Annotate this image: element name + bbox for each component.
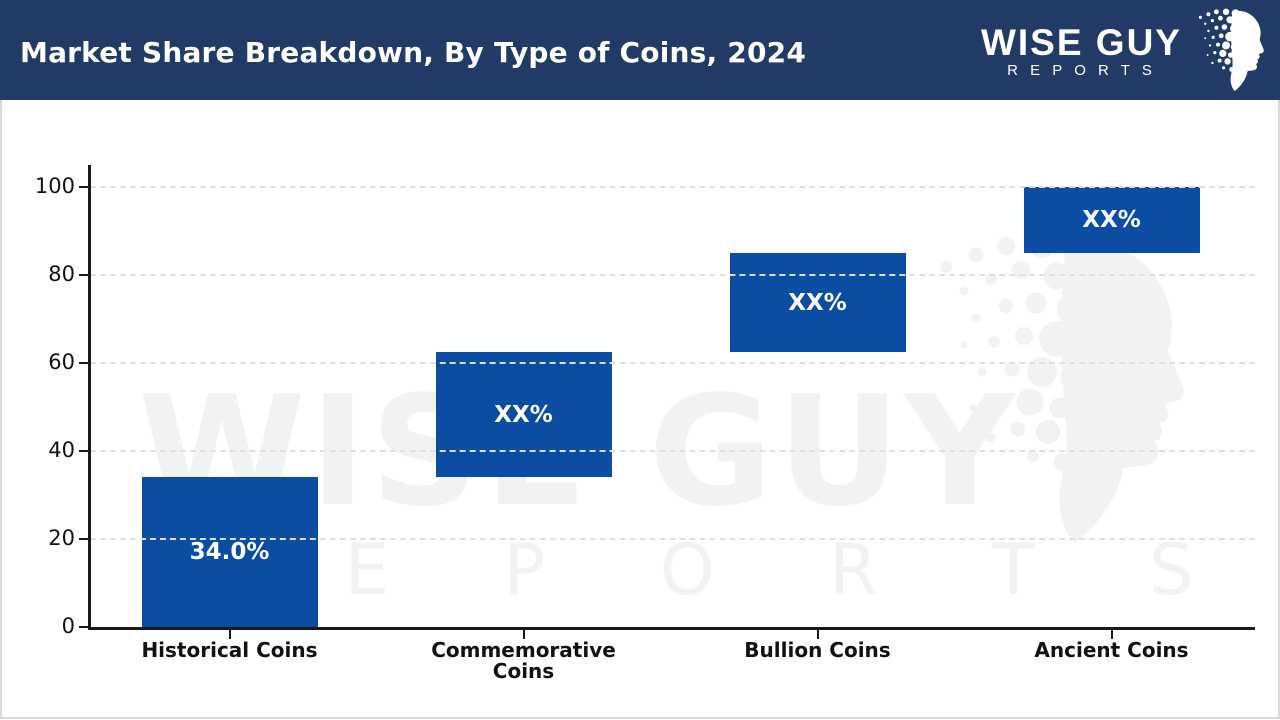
x-category-label: Commemorative Coins <box>431 638 616 683</box>
y-tick-mark <box>79 362 88 364</box>
bar-value-label: XX% <box>788 289 847 316</box>
x-axis-spine <box>88 627 1255 630</box>
y-tick-mark <box>79 538 88 540</box>
waterfall-bar-segment: 34.0% <box>141 477 318 627</box>
y-axis-spine <box>88 165 91 630</box>
gridline <box>90 186 1255 188</box>
bar-value-label: 34.0% <box>189 539 270 566</box>
wise-guy-logo: WISE GUY R E P O R T S <box>981 4 1266 98</box>
y-tick-label: 60 <box>48 350 75 374</box>
y-tick-label: 20 <box>48 526 75 550</box>
gridline <box>90 450 1255 452</box>
watermark-text-reports: R E P O R T S <box>182 529 1240 611</box>
x-tick-mark <box>816 630 819 639</box>
gridline <box>90 362 1255 364</box>
y-tick-label: 0 <box>61 614 75 638</box>
x-tick-mark <box>228 630 231 639</box>
header-bar: Market Share Breakdown, By Type of Coins… <box>0 0 1280 100</box>
dotted-head-logo-icon <box>1198 8 1264 92</box>
y-tick-mark <box>79 274 88 276</box>
x-category-label: Historical Coins <box>141 638 318 662</box>
y-tick-label: 40 <box>48 438 75 462</box>
bar-value-label: XX% <box>1082 207 1141 233</box>
y-tick-label: 80 <box>48 262 75 286</box>
gridline <box>90 274 1255 276</box>
bar-value-label: XX% <box>494 401 553 428</box>
waterfall-bar-segment: XX% <box>1023 187 1200 253</box>
waterfall-bar-segment: XX% <box>435 352 612 478</box>
logo-text: WISE GUY R E P O R T S <box>980 21 1182 79</box>
x-category-label: Ancient Coins <box>1034 638 1189 662</box>
x-category-label: Bullion Coins <box>744 638 891 662</box>
x-tick-mark <box>522 630 525 639</box>
y-tick-label: 100 <box>34 174 75 198</box>
logo-wiseguy-text: WISE GUY <box>980 21 1182 63</box>
gridline <box>90 538 1255 540</box>
x-tick-mark <box>1110 630 1113 639</box>
y-tick-mark <box>79 450 88 452</box>
chart-title: Market Share Breakdown, By Type of Coins… <box>20 36 807 69</box>
waterfall-bar-segment: XX% <box>729 253 906 352</box>
y-tick-mark <box>79 626 88 628</box>
logo-reports-text: R E P O R T S <box>1007 61 1156 79</box>
y-tick-mark <box>79 186 88 188</box>
